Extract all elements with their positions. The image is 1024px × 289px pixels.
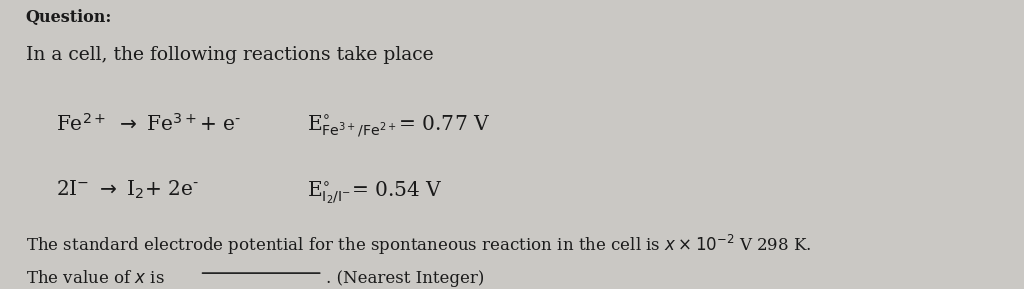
Text: Fe$^{2+}$ $\rightarrow$ Fe$^{3+}$+ e$^{\text{-}}$: Fe$^{2+}$ $\rightarrow$ Fe$^{3+}$+ e$^{\… <box>56 113 242 135</box>
Text: In a cell, the following reactions take place: In a cell, the following reactions take … <box>26 46 433 64</box>
Text: E$^{\circ}_{\mathrm{Fe}^{3+}/\mathrm{Fe}^{2+}}$= 0.77 V: E$^{\circ}_{\mathrm{Fe}^{3+}/\mathrm{Fe}… <box>307 113 490 140</box>
Text: E$^{\circ}_{\mathrm{I}_2/\mathrm{I}^{-}}$= 0.54 V: E$^{\circ}_{\mathrm{I}_2/\mathrm{I}^{-}}… <box>307 179 442 206</box>
Text: 2I$^{-}$ $\rightarrow$ I$_2$+ 2e$^{\text{-}}$: 2I$^{-}$ $\rightarrow$ I$_2$+ 2e$^{\text… <box>56 179 200 201</box>
Text: Question:: Question: <box>26 9 112 26</box>
Text: The value of $x$ is: The value of $x$ is <box>26 270 165 287</box>
Text: The standard electrode potential for the spontaneous reaction in the cell is $x\: The standard electrode potential for the… <box>26 233 811 257</box>
Text: . (Nearest Integer): . (Nearest Integer) <box>326 270 484 287</box>
